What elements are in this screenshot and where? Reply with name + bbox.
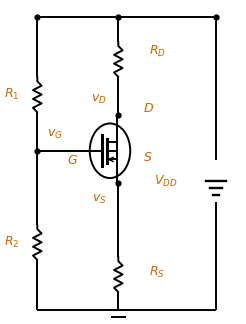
Text: $R_1$: $R_1$ <box>4 87 19 102</box>
Text: $R_S$: $R_S$ <box>149 265 165 280</box>
Text: $V_{DD}$: $V_{DD}$ <box>154 174 178 189</box>
Text: $v_D$: $v_D$ <box>91 93 107 106</box>
Text: $v_G$: $v_G$ <box>46 128 62 141</box>
Text: $G$: $G$ <box>67 154 78 167</box>
Text: $R_D$: $R_D$ <box>149 44 166 59</box>
Text: $S$: $S$ <box>143 151 153 164</box>
Text: $R_2$: $R_2$ <box>4 235 19 250</box>
Text: $v_S$: $v_S$ <box>92 192 107 206</box>
Text: $D$: $D$ <box>143 102 154 115</box>
